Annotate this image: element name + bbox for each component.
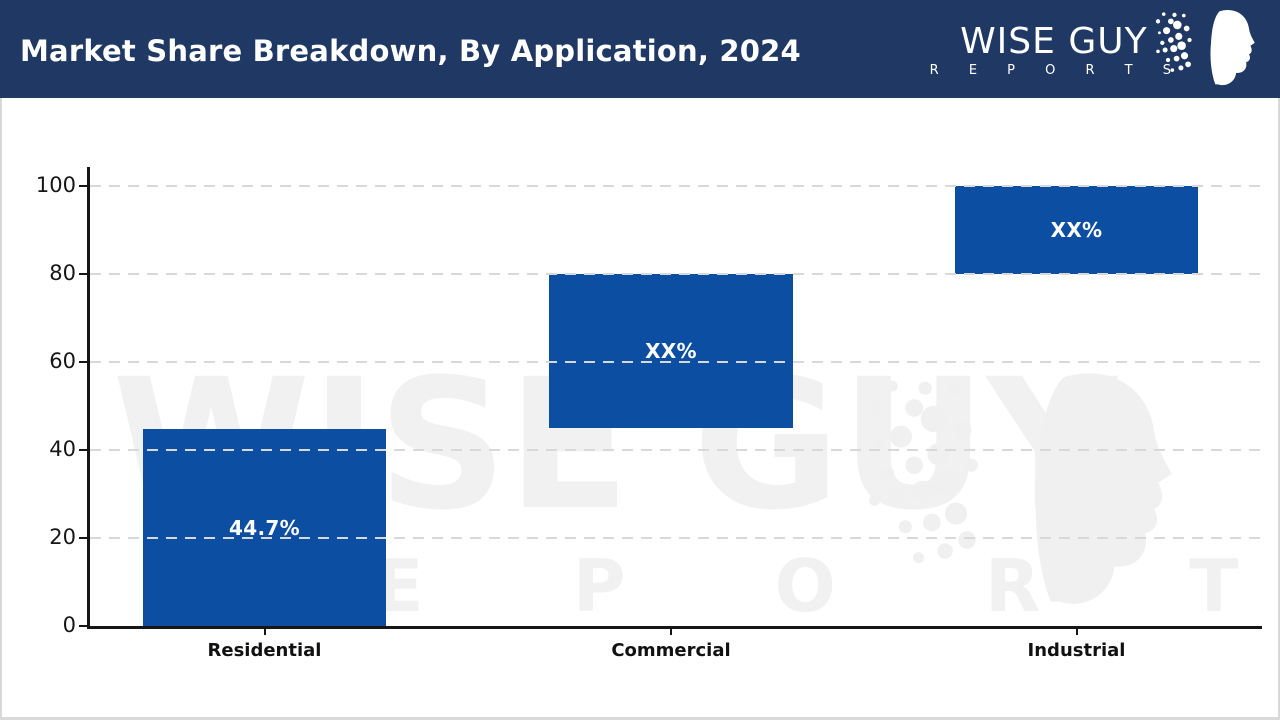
gridline-20 [90, 537, 1262, 539]
x-tick-mark-commercial [670, 629, 672, 635]
bar-value-label: 44.7% [229, 515, 300, 540]
bar-industrial[interactable]: XX% [954, 186, 1199, 274]
header-bar: Market Share Breakdown, By Application, … [0, 0, 1280, 98]
wise-guy-reports-logo: WISE GUY R E P O R T S [924, 6, 1270, 94]
y-tick-mark-80 [79, 273, 88, 275]
y-tick-label-40: 40 [49, 437, 76, 461]
y-tick-label-80: 80 [49, 261, 76, 285]
x-axis-label-residential: Residential [207, 640, 322, 661]
bar-residential[interactable]: 44.7% [142, 429, 387, 626]
y-tick-mark-40 [79, 449, 88, 451]
gridline-60 [90, 361, 1262, 363]
y-axis-line [87, 167, 90, 629]
logo-reports-label: R E P O R T S [929, 62, 1184, 78]
y-tick-mark-20 [79, 537, 88, 539]
logo-text: WISE GUY R E P O R T S [924, 22, 1184, 78]
bar-value-label: XX% [645, 339, 697, 363]
y-tick-label-100: 100 [35, 173, 76, 197]
x-tick-mark-residential [263, 629, 266, 635]
y-tick-label-0: 0 [62, 613, 76, 637]
x-axis-label-industrial: Industrial [1027, 640, 1126, 661]
x-tick-mark-industrial [1075, 629, 1078, 635]
y-tick-label-60: 60 [49, 349, 76, 373]
gridline-100 [90, 185, 1262, 187]
logo-face-icon [1155, 10, 1255, 86]
logo-wiseguy-label: WISE GUY [960, 21, 1148, 63]
x-axis-label-commercial: Commercial [611, 640, 731, 661]
y-tick-mark-60 [79, 361, 88, 363]
x-axis-line [87, 626, 1262, 629]
gridline-80 [90, 273, 1262, 275]
gridline-40 [90, 449, 1262, 451]
y-tick-mark-0 [79, 625, 88, 627]
y-tick-label-20: 20 [49, 525, 76, 549]
y-tick-mark-100 [79, 185, 88, 187]
bar-commercial[interactable]: XX% [549, 274, 793, 428]
watermark-face-dots-icon [868, 373, 1172, 604]
bar-value-label: XX% [1050, 218, 1103, 242]
page-title: Market Share Breakdown, By Application, … [20, 34, 801, 68]
